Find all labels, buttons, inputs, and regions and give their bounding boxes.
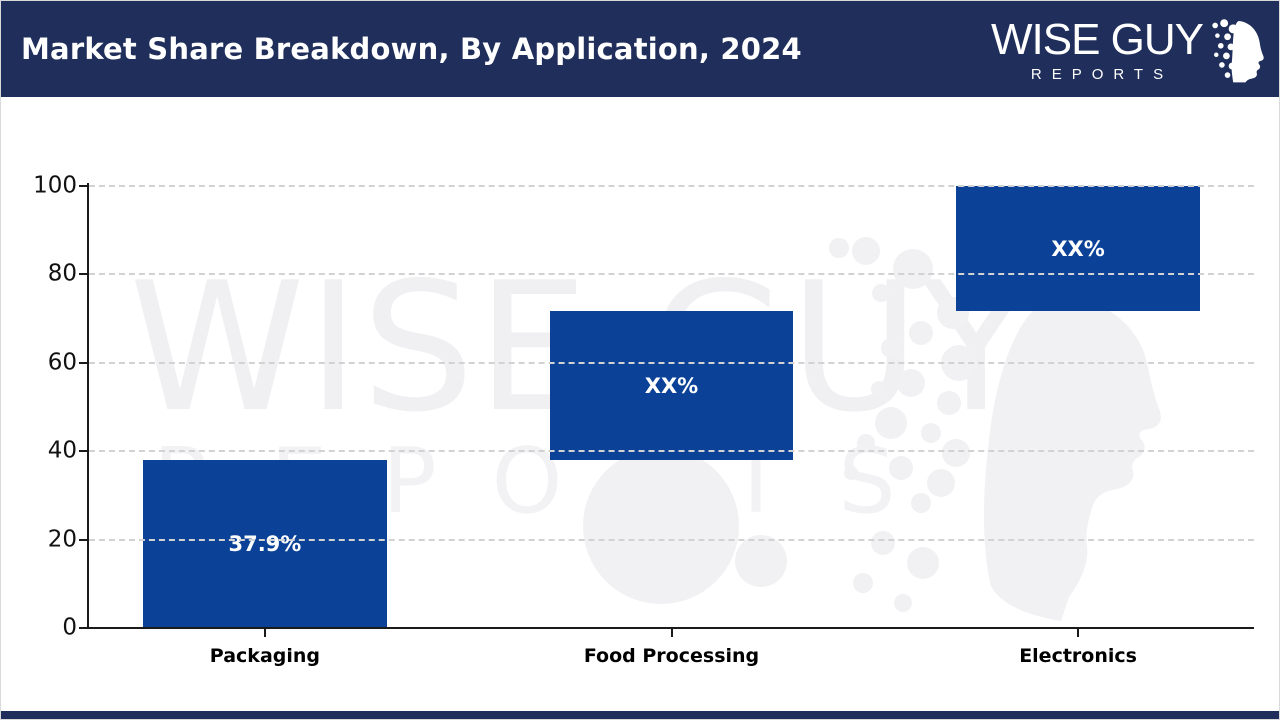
logo-text: WISE GUY REPORTS	[990, 14, 1204, 83]
wise-guy-reports-logo: WISE GUY REPORTS	[991, 7, 1267, 93]
category-label-2: Electronics	[1019, 645, 1137, 667]
gridline-20	[89, 538, 1254, 541]
bar-value-label: XX%	[1051, 236, 1105, 261]
bar-value-label: 37.9%	[228, 532, 302, 557]
y-tick-label-40: 40	[47, 437, 77, 464]
logo-dotted-head-icon	[1212, 19, 1264, 83]
bar-food-processing: XX%	[549, 311, 794, 461]
y-tick-mark-20	[79, 538, 87, 541]
y-axis-line	[87, 183, 89, 629]
category-label-0: Packaging	[209, 645, 321, 667]
bar-value-label: XX%	[644, 373, 699, 398]
logo-subtitle: REPORTS	[1030, 65, 1174, 83]
gridline-80	[89, 273, 1254, 276]
category-label-1: Food Processing	[583, 645, 760, 667]
y-tick-mark-100	[79, 185, 87, 187]
y-tick-label-100: 100	[33, 172, 77, 199]
watermark-dotted-head-icon	[583, 237, 1161, 621]
y-tick-label-0: 0	[62, 614, 77, 641]
x-tick-mark-0	[263, 629, 266, 637]
y-tick-mark-0	[79, 627, 87, 629]
gridline-60	[89, 361, 1254, 364]
y-tick-label-80: 80	[47, 260, 77, 287]
y-tick-mark-80	[79, 273, 87, 276]
gridline-100	[89, 185, 1254, 187]
bar-packaging: 37.9%	[142, 460, 387, 628]
y-tick-label-20: 20	[47, 526, 77, 553]
bar-electronics: XX%	[956, 186, 1201, 312]
y-tick-label-60: 60	[47, 349, 77, 376]
logo-name: WISE GUY	[990, 14, 1204, 64]
chart-title: Market Share Breakdown, By Application, …	[21, 32, 802, 66]
y-tick-mark-60	[79, 361, 87, 364]
x-tick-mark-1	[670, 629, 673, 637]
y-tick-mark-40	[79, 450, 87, 453]
x-axis-line	[86, 627, 1254, 629]
gridline-40	[89, 450, 1254, 453]
plot-area: 0 20 40 60 80 100 37.9% Packaging XX% Food Proces…	[33, 174, 1254, 667]
x-tick-mark-2	[1077, 629, 1080, 637]
footer-band	[1, 711, 1279, 719]
header-band: Market Share Breakdown, By Application, …	[1, 1, 1279, 97]
